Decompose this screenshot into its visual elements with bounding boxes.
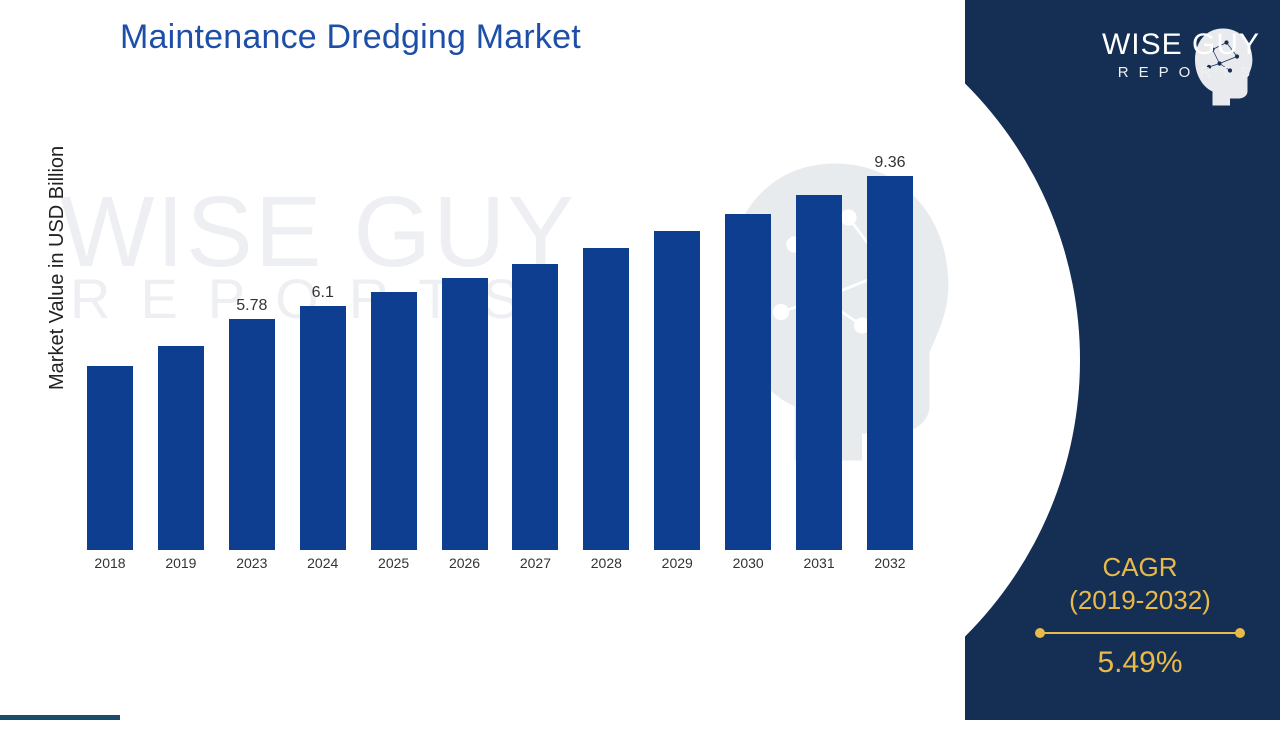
- bottom-stripe: [0, 715, 120, 720]
- bar: [796, 195, 842, 550]
- bar-value-label: 9.36: [874, 154, 905, 172]
- x-tick: 2018: [80, 555, 140, 571]
- x-tick: 2026: [435, 555, 495, 571]
- bar-wrap: [789, 173, 849, 550]
- bars-container: 5.78 6.1 9.36: [80, 150, 920, 550]
- x-tick: 2031: [789, 555, 849, 571]
- x-tick: 2023: [222, 555, 282, 571]
- bar: [512, 264, 558, 550]
- bar: [300, 306, 346, 550]
- cagr-value: 5.49%: [1000, 646, 1280, 680]
- bar-value-label: 5.78: [236, 297, 267, 315]
- bar: [87, 366, 133, 550]
- x-tick: 2019: [151, 555, 211, 571]
- cagr-divider: [1040, 632, 1240, 634]
- bar: [442, 278, 488, 550]
- bar: [158, 346, 204, 550]
- logo-line1: WISE GUY: [1102, 28, 1260, 62]
- chart-title: Maintenance Dredging Market: [120, 18, 581, 57]
- bar-value-label: 6.1: [312, 284, 334, 302]
- x-tick: 2029: [647, 555, 707, 571]
- bar-wrap: [80, 344, 140, 550]
- bar-chart: 5.78 6.1 9.36: [80, 150, 920, 550]
- brand-logo: WISE GUY REPORTS: [1102, 28, 1260, 81]
- bar-wrap: 5.78: [222, 297, 282, 550]
- cagr-years: (2019-2032): [1000, 585, 1280, 616]
- bar-wrap: [576, 226, 636, 550]
- cagr-block: CAGR (2019-2032) 5.49%: [1000, 552, 1280, 680]
- bar-wrap: 9.36: [860, 154, 920, 550]
- bar-wrap: [718, 192, 778, 550]
- bar: [583, 248, 629, 550]
- cagr-title: CAGR: [1000, 552, 1280, 583]
- x-tick: 2032: [860, 555, 920, 571]
- x-tick: 2027: [505, 555, 565, 571]
- bar-wrap: [647, 209, 707, 550]
- y-axis-label: Market Value in USD Billion: [46, 146, 69, 390]
- x-axis: 2018 2019 2023 2024 2025 2026 2027 2028 2029 2030…: [80, 555, 920, 571]
- bar: [725, 214, 771, 550]
- x-tick: 2028: [576, 555, 636, 571]
- bar: [867, 176, 913, 550]
- bar: [229, 319, 275, 550]
- bar-wrap: [505, 242, 565, 550]
- bar-wrap: [364, 270, 424, 550]
- x-tick: 2030: [718, 555, 778, 571]
- bar-wrap: [151, 324, 211, 550]
- logo-line2: REPORTS: [1102, 64, 1260, 81]
- bar-wrap: 6.1: [293, 284, 353, 550]
- x-tick: 2025: [364, 555, 424, 571]
- x-tick: 2024: [293, 555, 353, 571]
- bar: [371, 292, 417, 550]
- bar-wrap: [435, 256, 495, 550]
- bar: [654, 231, 700, 550]
